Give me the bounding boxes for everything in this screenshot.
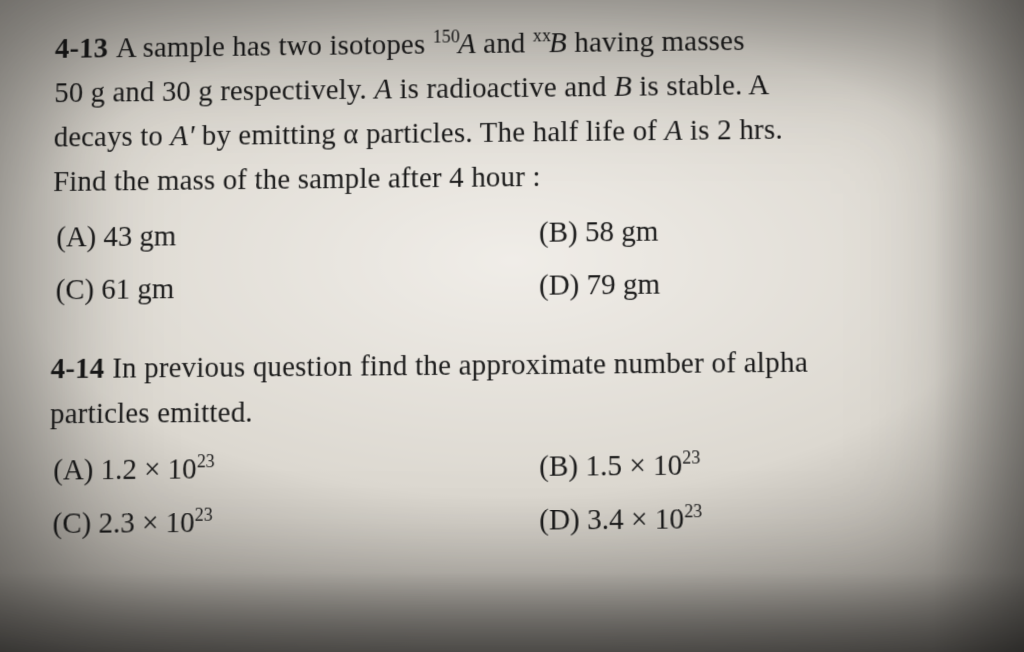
option-d: (D) 79 gm: [539, 261, 987, 309]
text-fragment: having masses: [567, 25, 745, 59]
page: 4-13A sample has two isotopes 150A and x…: [0, 0, 1024, 652]
variable-a: A: [664, 115, 682, 147]
question-number: 4-13: [55, 33, 109, 65]
question-text: 4-13A sample has two isotopes 150A and x…: [53, 16, 985, 204]
text-fragment: is stable. A: [632, 69, 770, 102]
variable-a: A: [374, 74, 392, 106]
exponent: 23: [682, 447, 700, 467]
isotope-superscript: 150: [433, 27, 460, 47]
exponent: 23: [195, 505, 213, 525]
option-c: (C) 2.3 × 1023: [52, 500, 499, 547]
option-a: (A) 43 gm: [56, 212, 499, 260]
text-fragment: decays to: [54, 120, 171, 153]
variable-a: A: [458, 28, 476, 60]
text-fragment: is 2 hrs.: [682, 114, 783, 147]
option-prefix: (A) 1.2 × 10: [53, 453, 197, 486]
option-prefix: (B) 1.5 × 10: [539, 449, 682, 482]
option-c: (C) 61 gm: [55, 265, 499, 313]
text-fragment: particles emitted.: [50, 396, 253, 430]
option-prefix: (D) 3.4 × 10: [539, 503, 684, 537]
option-b: (B) 1.5 × 1023: [539, 442, 989, 490]
option-a: (A) 1.2 × 1023: [53, 445, 499, 492]
options-grid: (A) 43 gm (B) 58 gm (C) 61 gm (D) 79 gm: [51, 207, 986, 313]
exponent: 23: [684, 501, 702, 521]
text-fragment: and: [476, 28, 533, 60]
variable-b: B: [549, 27, 567, 59]
variable-a-prime: A': [170, 120, 194, 152]
question-4-13: 4-13A sample has two isotopes 150A and x…: [51, 16, 986, 313]
text-fragment: is radioactive and: [392, 71, 614, 105]
option-prefix: (C) 2.3 × 10: [52, 507, 194, 540]
question-text: 4-14In previous question find the approx…: [50, 339, 989, 437]
option-d: (D) 3.4 × 1023: [539, 496, 990, 543]
options-grid: (A) 1.2 × 1023 (B) 1.5 × 1023 (C) 2.3 × …: [48, 442, 990, 547]
text-fragment: Find the mass of the sample after 4 hour…: [53, 161, 541, 198]
question-4-14: 4-14In previous question find the approx…: [48, 339, 990, 547]
option-b: (B) 58 gm: [539, 207, 986, 255]
text-fragment: by emitting α particles. The half life o…: [194, 115, 664, 152]
text-fragment: A sample has two isotopes: [116, 29, 433, 64]
exponent: 23: [197, 451, 215, 471]
question-number: 4-14: [50, 352, 104, 384]
variable-b: B: [614, 71, 632, 103]
text-fragment: In previous question find the approximat…: [112, 346, 808, 384]
text-fragment: 50 g and 30 g respectively.: [54, 74, 374, 109]
